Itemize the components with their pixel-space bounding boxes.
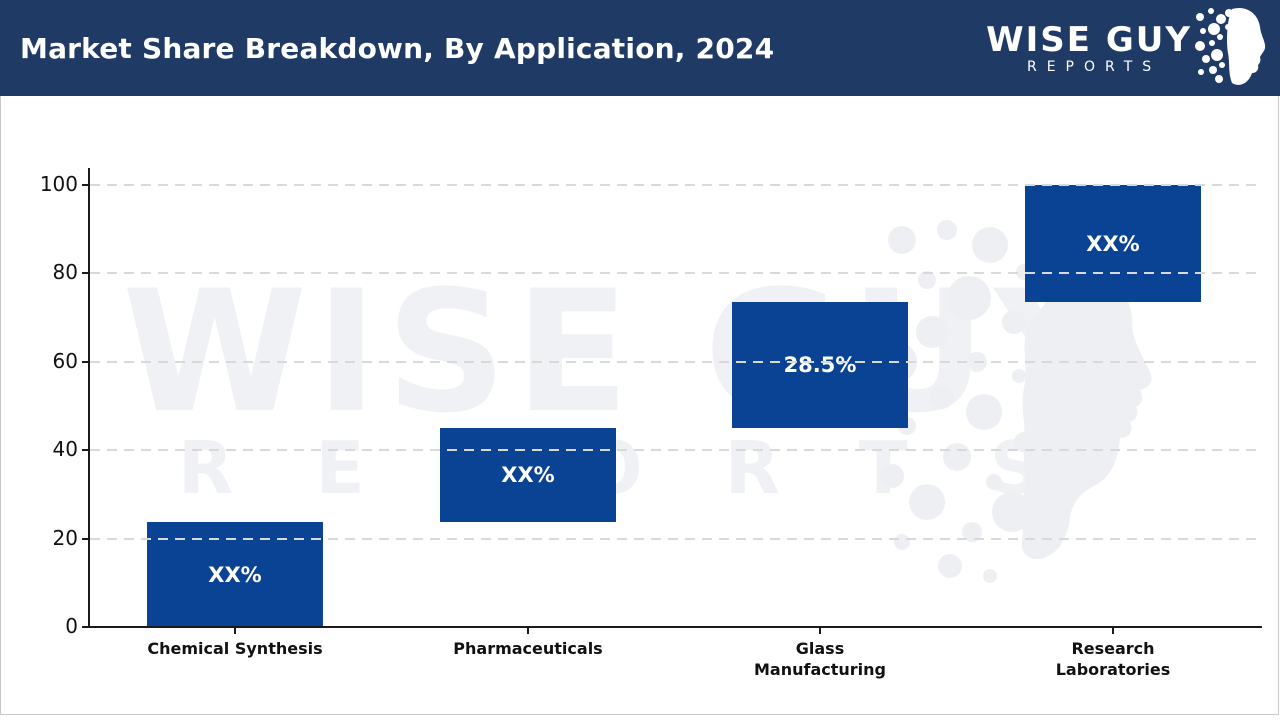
y-tick-mark-100 bbox=[82, 183, 89, 186]
gridline-100 bbox=[90, 183, 1260, 186]
y-tick-label-0: 0 bbox=[65, 614, 78, 638]
bar-value-label: XX% bbox=[208, 562, 262, 587]
y-tick-label-100: 100 bbox=[39, 171, 78, 196]
x-tick-mark bbox=[234, 628, 236, 634]
x-tick-mark bbox=[1112, 628, 1114, 634]
gridline-20 bbox=[90, 537, 1260, 540]
x-tick-label-research-laboratories: Research Laboratories bbox=[1055, 639, 1171, 680]
brand-logo: WISE GUY REPORTS bbox=[986, 0, 1266, 96]
y-tick-mark-40 bbox=[82, 449, 89, 451]
y-tick-label-20: 20 bbox=[52, 525, 78, 550]
bar-value-label: XX% bbox=[501, 463, 555, 487]
x-tick-label-glass-manufacturing: Glass Manufacturing bbox=[754, 639, 886, 680]
bar-value-label: 28.5% bbox=[783, 353, 857, 377]
y-tick-mark-0 bbox=[82, 626, 89, 628]
brand-face-icon bbox=[1194, 3, 1266, 93]
bar-research-laboratories: XX% bbox=[1025, 185, 1201, 302]
bar-glass-manufacturing: 28.5% bbox=[732, 302, 908, 428]
y-tick-mark-80 bbox=[82, 272, 89, 274]
x-tick-mark bbox=[527, 628, 529, 634]
bar-pharmaceuticals: XX% bbox=[440, 428, 616, 522]
y-tick-mark-20 bbox=[82, 537, 89, 540]
gridline-60 bbox=[90, 360, 1260, 363]
y-tick-label-80: 80 bbox=[52, 260, 78, 284]
gridline-40 bbox=[90, 449, 1260, 451]
brand-name: WISE GUY bbox=[986, 19, 1192, 60]
brand-subname: REPORTS bbox=[1026, 58, 1162, 75]
x-tick-label-chemical-synthesis: Chemical Synthesis bbox=[147, 639, 323, 658]
page-title: Market Share Breakdown, By Application, … bbox=[20, 31, 775, 65]
x-tick-mark bbox=[819, 628, 821, 634]
y-tick-mark-60 bbox=[82, 360, 89, 363]
x-tick-label-pharmaceuticals: Pharmaceuticals bbox=[453, 639, 603, 658]
bar-chemical-synthesis: XX% bbox=[147, 522, 323, 627]
bar-value-label: XX% bbox=[1086, 231, 1140, 256]
y-tick-label-40: 40 bbox=[52, 437, 78, 461]
x-axis-line bbox=[88, 626, 1262, 628]
header-bar: Market Share Breakdown, By Application, … bbox=[0, 0, 1280, 96]
brand-logo-text: WISE GUY REPORTS bbox=[986, 23, 1192, 74]
watermark-face-icon bbox=[872, 210, 1172, 594]
y-tick-label-60: 60 bbox=[52, 348, 78, 373]
gridline-80 bbox=[90, 272, 1260, 274]
y-axis-line bbox=[88, 168, 90, 628]
